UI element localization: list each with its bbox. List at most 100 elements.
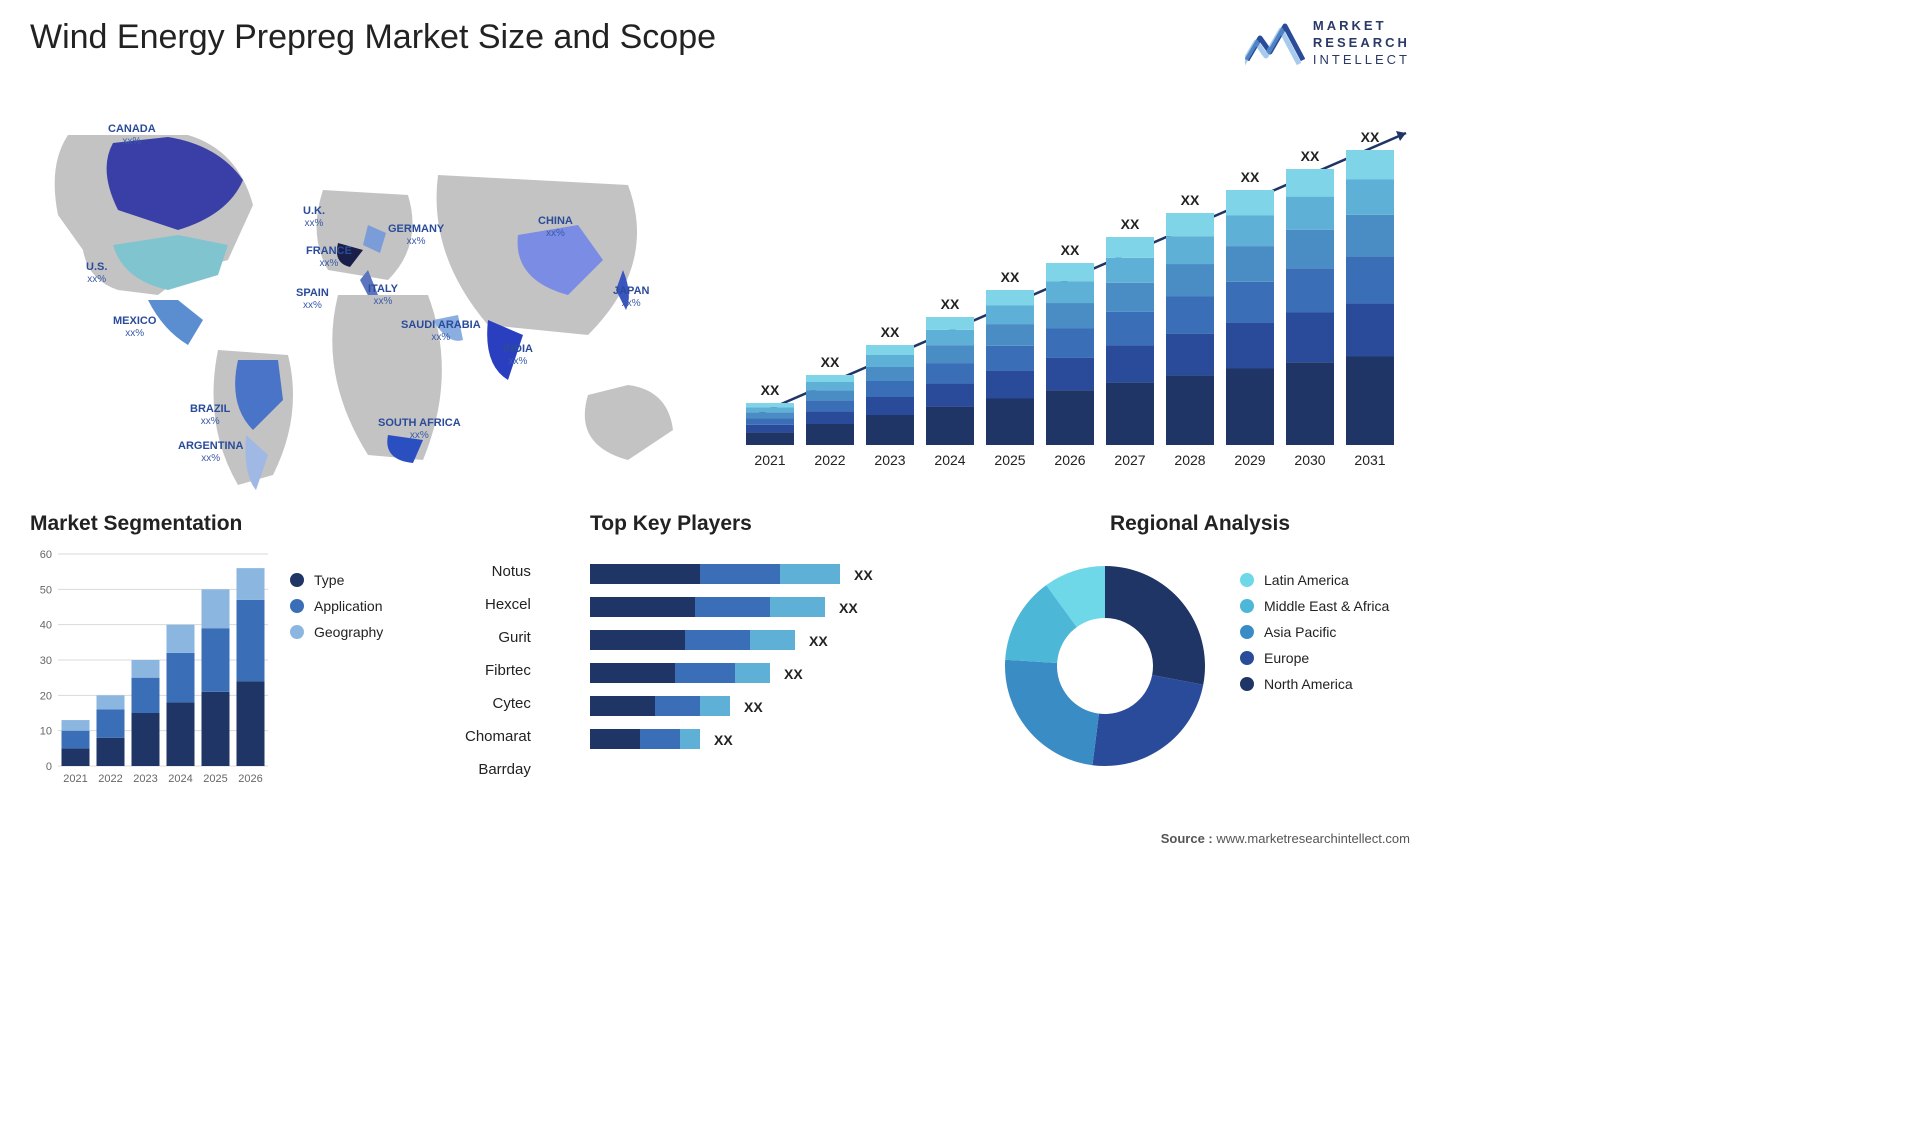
svg-text:2024: 2024 xyxy=(168,773,192,785)
map-label: SPAINxx% xyxy=(296,287,329,311)
aus-land xyxy=(585,385,673,460)
map-label: U.S.xx% xyxy=(86,261,107,285)
svg-text:XX: XX xyxy=(839,600,858,616)
map-label: SOUTH AFRICAxx% xyxy=(378,417,461,441)
svg-text:XX: XX xyxy=(1181,192,1200,208)
legend-label: Application xyxy=(314,598,383,614)
legend-label: Type xyxy=(314,572,344,588)
page-title: Wind Energy Prepreg Market Size and Scop… xyxy=(30,18,716,57)
world-map: CANADAxx% U.S.xx% MEXICOxx% BRAZILxx% ARGENT… xyxy=(28,95,718,495)
players-title: Top Key Players xyxy=(590,512,960,536)
svg-text:XX: XX xyxy=(744,699,763,715)
legend-dot-icon xyxy=(290,599,304,613)
map-label: BRAZILxx% xyxy=(190,403,230,427)
svg-text:2022: 2022 xyxy=(98,773,122,785)
svg-text:XX: XX xyxy=(1301,148,1320,164)
legend-label: Europe xyxy=(1264,650,1309,666)
svg-text:0: 0 xyxy=(46,761,52,773)
svg-text:XX: XX xyxy=(1001,269,1020,285)
svg-text:XX: XX xyxy=(1121,216,1140,232)
players-section: Top Key Players XXXXXXXXXXXX xyxy=(590,512,960,786)
legend-dot-icon xyxy=(1240,599,1254,613)
legend-item: Latin America xyxy=(1240,572,1389,588)
svg-text:XX: XX xyxy=(881,324,900,340)
legend-dot-icon xyxy=(290,573,304,587)
map-label: FRANCExx% xyxy=(306,245,352,269)
segmentation-section: Market Segmentation 01020304050602021202… xyxy=(30,512,450,796)
players-chart: XXXXXXXXXXXX xyxy=(590,546,920,781)
svg-text:2022: 2022 xyxy=(814,452,845,468)
map-label: GERMANYxx% xyxy=(388,223,444,247)
map-label: JAPANxx% xyxy=(613,285,649,309)
legend-dot-icon xyxy=(290,625,304,639)
svg-text:2027: 2027 xyxy=(1114,452,1145,468)
regional-donut xyxy=(990,546,1220,776)
svg-text:60: 60 xyxy=(40,549,52,561)
player-name: Notus xyxy=(465,555,531,588)
player-name: Gurit xyxy=(465,621,531,654)
map-label: CHINAxx% xyxy=(538,215,573,239)
source-attribution: Source : www.marketresearchintellect.com xyxy=(1161,831,1410,846)
svg-text:2028: 2028 xyxy=(1174,452,1205,468)
segmentation-legend: Type Application Geography xyxy=(290,572,383,650)
legend-dot-icon xyxy=(1240,573,1254,587)
growth-chart: XX 2021 XX 2022 XX 2023 XX 2024 XX 2025 XX 2026 XX 20… xyxy=(740,85,1410,485)
legend-label: Geography xyxy=(314,624,383,640)
segmentation-chart: 0102030405060202120222023202420252026 xyxy=(30,546,280,791)
svg-text:2023: 2023 xyxy=(874,452,905,468)
legend-item: Application xyxy=(290,598,383,614)
players-name-list: NotusHexcelGuritFibrtecCytecChomaratBarr… xyxy=(465,555,531,786)
legend-label: Asia Pacific xyxy=(1264,624,1336,640)
map-label: SAUDI ARABIAxx% xyxy=(401,319,481,343)
map-label: INDIAxx% xyxy=(503,343,533,367)
player-name: Barrday xyxy=(465,753,531,786)
map-label: U.K.xx% xyxy=(303,205,325,229)
svg-text:XX: XX xyxy=(809,633,828,649)
legend-dot-icon xyxy=(1240,651,1254,665)
svg-text:XX: XX xyxy=(821,354,840,370)
player-name: Chomarat xyxy=(465,720,531,753)
legend-item: Geography xyxy=(290,624,383,640)
svg-text:XX: XX xyxy=(761,382,780,398)
svg-text:2031: 2031 xyxy=(1354,452,1385,468)
map-label: CANADAxx% xyxy=(108,123,156,147)
svg-text:2021: 2021 xyxy=(63,773,87,785)
svg-text:2029: 2029 xyxy=(1234,452,1265,468)
logo-mark-icon xyxy=(1245,20,1305,66)
growth-chart-svg: XX 2021 XX 2022 XX 2023 XX 2024 XX 2025 XX 2026 XX 20… xyxy=(740,85,1410,485)
logo-text: MARKET RESEARCH INTELLECT xyxy=(1313,18,1410,69)
legend-item: Europe xyxy=(1240,650,1389,666)
legend-label: North America xyxy=(1264,676,1353,692)
svg-text:XX: XX xyxy=(941,296,960,312)
map-label: ITALYxx% xyxy=(368,283,398,307)
player-name: Cytec xyxy=(465,687,531,720)
svg-text:XX: XX xyxy=(1241,169,1260,185)
regional-legend: Latin America Middle East & Africa Asia Pa… xyxy=(1240,572,1389,702)
svg-text:2025: 2025 xyxy=(994,452,1025,468)
svg-text:XX: XX xyxy=(784,666,803,682)
svg-text:20: 20 xyxy=(40,690,52,702)
svg-text:2025: 2025 xyxy=(203,773,227,785)
svg-text:2026: 2026 xyxy=(1054,452,1085,468)
regional-title: Regional Analysis xyxy=(990,512,1410,536)
svg-text:XX: XX xyxy=(854,567,873,583)
svg-text:2023: 2023 xyxy=(133,773,157,785)
legend-label: Middle East & Africa xyxy=(1264,598,1389,614)
svg-text:50: 50 xyxy=(40,584,52,596)
svg-text:10: 10 xyxy=(40,726,52,738)
brand-logo: MARKET RESEARCH INTELLECT xyxy=(1245,18,1410,69)
map-label: ARGENTINAxx% xyxy=(178,440,243,464)
svg-text:2030: 2030 xyxy=(1294,452,1325,468)
legend-dot-icon xyxy=(1240,625,1254,639)
legend-item: Asia Pacific xyxy=(1240,624,1389,640)
map-label: MEXICOxx% xyxy=(113,315,156,339)
svg-text:XX: XX xyxy=(1061,242,1080,258)
legend-item: Middle East & Africa xyxy=(1240,598,1389,614)
player-name: Fibrtec xyxy=(465,654,531,687)
svg-text:30: 30 xyxy=(40,655,52,667)
legend-item: North America xyxy=(1240,676,1389,692)
svg-text:2024: 2024 xyxy=(934,452,965,468)
legend-label: Latin America xyxy=(1264,572,1349,588)
svg-text:2021: 2021 xyxy=(754,452,785,468)
player-name: Hexcel xyxy=(465,588,531,621)
